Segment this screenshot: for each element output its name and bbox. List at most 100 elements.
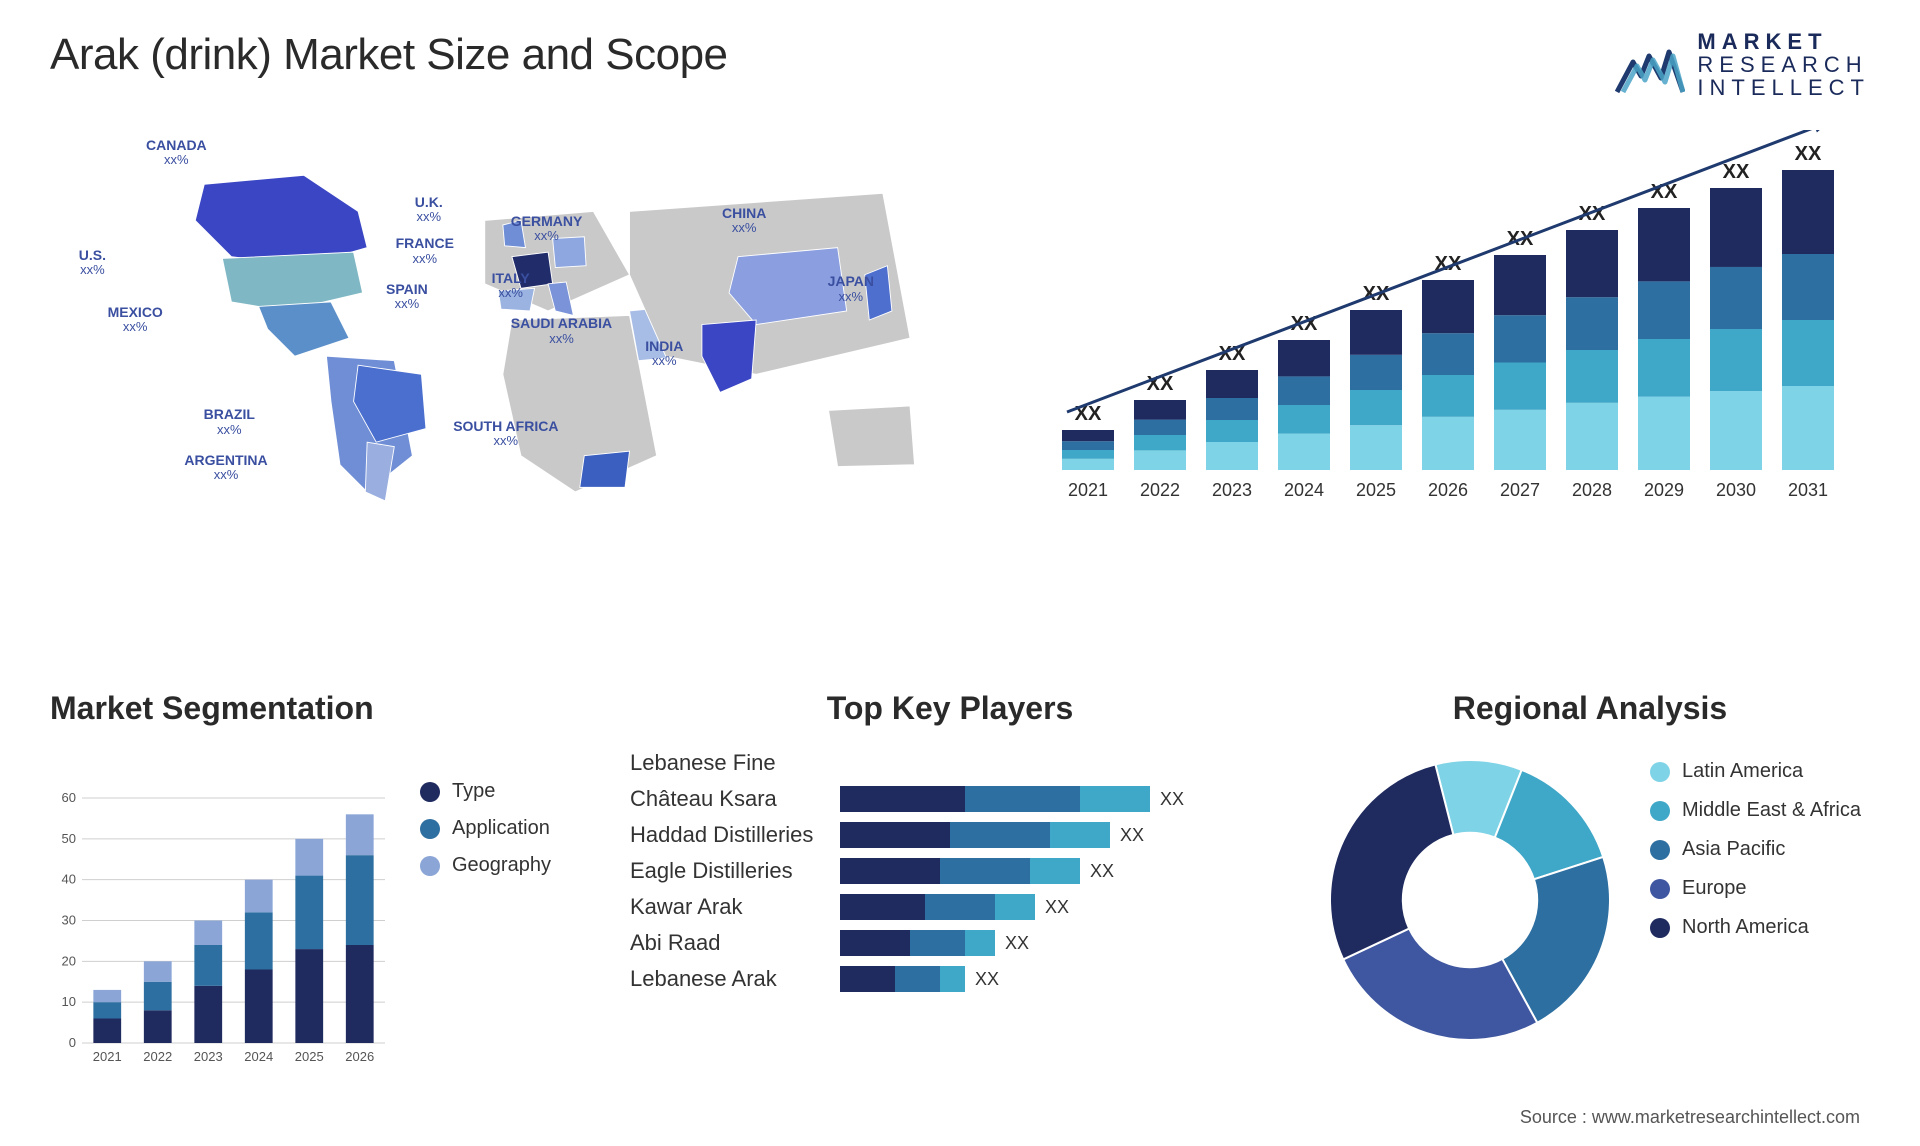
- seg-bar-seg: [346, 814, 374, 855]
- legend-dot: [420, 819, 440, 839]
- player-value: XX: [1090, 861, 1114, 882]
- forecast-bar-seg: [1638, 281, 1690, 339]
- forecast-bar-seg: [1134, 400, 1186, 420]
- seg-year-label: 2022: [143, 1049, 172, 1064]
- map-label-u.k.: U.K.xx%: [415, 195, 443, 225]
- map-label-south-africa: SOUTH AFRICAxx%: [453, 419, 558, 449]
- forecast-bar-seg: [1566, 350, 1618, 403]
- player-value: XX: [1005, 933, 1029, 954]
- forecast-bar-seg: [1782, 254, 1834, 320]
- legend-label: Application: [452, 817, 550, 840]
- forecast-bar-value: XX: [1579, 203, 1606, 225]
- logo-mark: [1615, 34, 1685, 96]
- segmentation-title: Market Segmentation: [50, 690, 590, 727]
- player-bar-seg: [840, 966, 895, 992]
- seg-bar-seg: [245, 912, 273, 969]
- forecast-bar-seg: [1134, 420, 1186, 435]
- forecast-bar-chart: XX2021XX2022XX2023XX2024XX2025XX2026XX20…: [1050, 130, 1870, 510]
- forecast-bar-seg: [1134, 435, 1186, 450]
- region-legend-item: Latin America: [1650, 760, 1861, 783]
- legend-label: Type: [452, 780, 495, 803]
- world-map-panel: CANADAxx%U.S.xx%MEXICOxx%BRAZILxx%ARGENT…: [50, 130, 1010, 510]
- player-name: Kawar Arak: [630, 894, 840, 920]
- regional-panel: Regional Analysis Latin AmericaMiddle Ea…: [1310, 690, 1870, 1090]
- forecast-bar-seg: [1062, 450, 1114, 459]
- map-region-argentina: [365, 442, 394, 501]
- map-region-oceania: [829, 406, 915, 467]
- forecast-bar-seg: [1134, 450, 1186, 470]
- player-bar-seg: [840, 894, 925, 920]
- top-row: CANADAxx%U.S.xx%MEXICOxx%BRAZILxx%ARGENT…: [50, 130, 1870, 510]
- seg-bar-seg: [144, 1010, 172, 1043]
- seg-bar-seg: [194, 945, 222, 986]
- player-bar-row: XX: [840, 894, 1270, 920]
- seg-bar-seg: [194, 921, 222, 946]
- forecast-bar-seg: [1422, 417, 1474, 470]
- segmentation-bar-chart: 0102030405060202120222023202420252026: [50, 788, 390, 1068]
- legend-dot: [1650, 762, 1670, 782]
- forecast-bar-seg: [1350, 355, 1402, 390]
- forecast-bar-seg: [1062, 459, 1114, 470]
- seg-bar-seg: [245, 880, 273, 913]
- legend-dot: [420, 856, 440, 876]
- regional-donut-chart: [1320, 750, 1620, 1050]
- forecast-bar-seg: [1350, 425, 1402, 470]
- source-attribution: Source : www.marketresearchintellect.com: [1520, 1107, 1860, 1128]
- player-bar: [840, 786, 1150, 812]
- map-region-mexico: [259, 302, 349, 356]
- player-bar-seg: [950, 822, 1050, 848]
- seg-legend-item: Type: [420, 780, 551, 803]
- player-name: Eagle Distilleries: [630, 858, 840, 884]
- seg-bar-seg: [93, 1019, 121, 1044]
- legend-dot: [1650, 918, 1670, 938]
- forecast-bar-seg: [1710, 329, 1762, 391]
- region-legend-item: Europe: [1650, 877, 1861, 900]
- forecast-bar-seg: [1350, 390, 1402, 425]
- logo-line-2: RESEARCH: [1697, 53, 1870, 76]
- forecast-year-label: 2029: [1644, 480, 1684, 500]
- forecast-bar-seg: [1494, 255, 1546, 315]
- player-bar-seg: [1030, 858, 1080, 884]
- player-name: Château Ksara: [630, 786, 840, 812]
- region-legend-item: North America: [1650, 916, 1861, 939]
- player-bar: [840, 822, 1110, 848]
- segmentation-panel: Market Segmentation 01020304050602021202…: [50, 690, 590, 1090]
- logo-text: MARKET RESEARCH INTELLECT: [1697, 30, 1870, 99]
- seg-bar-seg: [93, 990, 121, 1002]
- seg-year-label: 2023: [194, 1049, 223, 1064]
- map-region-canada: [195, 175, 367, 265]
- seg-bar-seg: [295, 876, 323, 950]
- seg-legend-item: Application: [420, 817, 551, 840]
- player-bar-row: XX: [840, 822, 1270, 848]
- seg-bar-seg: [93, 1002, 121, 1018]
- logo-line-3: INTELLECT: [1697, 76, 1870, 99]
- map-label-u.s.: U.S.xx%: [79, 248, 106, 278]
- player-name: Lebanese Fine: [630, 750, 840, 776]
- player-bar-row: XX: [840, 786, 1270, 812]
- forecast-bar-seg: [1422, 333, 1474, 375]
- donut-slice: [1330, 764, 1453, 959]
- player-bar-seg: [840, 858, 940, 884]
- seg-year-label: 2024: [244, 1049, 273, 1064]
- forecast-bar-seg: [1494, 315, 1546, 362]
- player-name: Lebanese Arak: [630, 966, 840, 992]
- forecast-bar-seg: [1638, 397, 1690, 470]
- forecast-bar-seg: [1782, 386, 1834, 470]
- seg-year-label: 2026: [345, 1049, 374, 1064]
- forecast-bar-seg: [1350, 310, 1402, 355]
- seg-legend-item: Geography: [420, 854, 551, 877]
- legend-label: Middle East & Africa: [1682, 799, 1861, 822]
- map-label-canada: CANADAxx%: [146, 138, 207, 168]
- forecast-year-label: 2024: [1284, 480, 1324, 500]
- legend-label: Europe: [1682, 877, 1747, 900]
- map-label-saudi-arabia: SAUDI ARABIAxx%: [511, 316, 612, 346]
- map-label-india: INDIAxx%: [645, 339, 683, 369]
- player-name: Haddad Distilleries: [630, 822, 840, 848]
- map-label-mexico: MEXICOxx%: [108, 305, 163, 335]
- seg-y-tick: 60: [62, 790, 76, 805]
- player-bar-row: XX: [840, 858, 1270, 884]
- player-value: XX: [1120, 825, 1144, 846]
- player-bar-seg: [840, 822, 950, 848]
- player-bar-seg: [940, 858, 1030, 884]
- map-region-us: [222, 252, 362, 311]
